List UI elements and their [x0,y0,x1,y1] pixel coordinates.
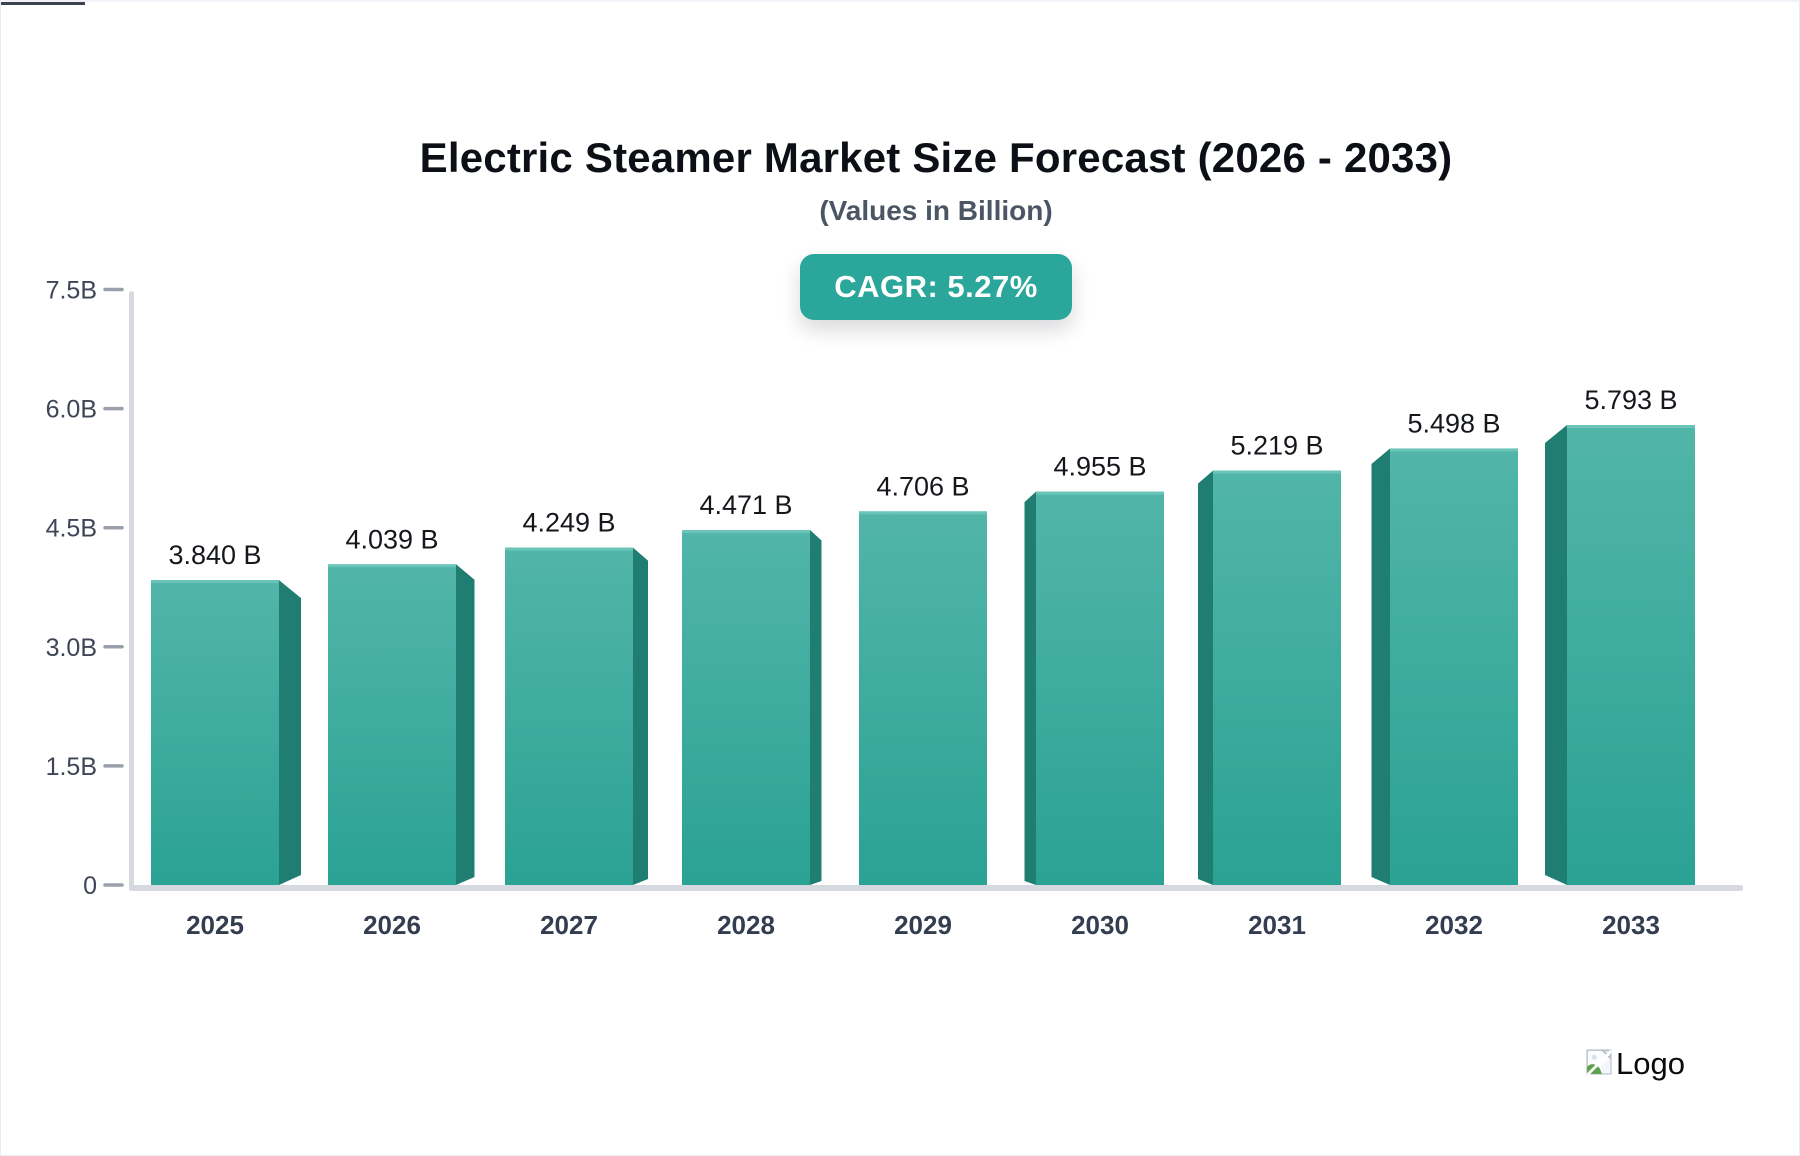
bar-side-face [810,530,822,885]
bar-top-edge [1567,425,1695,429]
x-tick-label: 2025 [186,910,244,940]
bar-top-edge [1213,470,1341,474]
x-tick-label: 2028 [717,910,775,940]
bar-top-edge [505,547,633,551]
y-tick-label: 3.0B [46,634,97,662]
x-tick-label: 2027 [540,910,598,940]
bar-value-label: 4.249 B [522,508,615,538]
y-tick-label: 0 [83,872,97,900]
y-tick-label: 7.5B [46,277,97,305]
broken-image-icon [1586,1049,1613,1076]
bar-value-label: 3.840 B [168,540,261,570]
bar [1213,470,1341,885]
bar [1390,448,1518,885]
x-tick-label: 2030 [1071,910,1129,940]
bar-side-face [633,547,648,885]
x-tick-label: 2026 [363,910,421,940]
bar-value-label: 4.706 B [876,471,969,501]
bar-value-label: 5.793 B [1584,385,1677,415]
bar-top-edge [859,511,987,515]
bar-value-label: 4.039 B [345,524,438,554]
bar-value-label: 5.219 B [1230,431,1323,461]
bar-value-label: 4.955 B [1053,452,1146,482]
bar-side-face [1198,470,1213,885]
bar [505,547,633,885]
bar-top-edge [151,580,279,584]
bar [151,580,279,885]
y-tick-label: 1.5B [46,753,97,781]
chart-title: Electric Steamer Market Size Forecast (2… [419,134,1453,181]
y-tick-label: 4.5B [46,515,97,543]
x-axis-baseline [129,885,1743,891]
chart-header: Electric Steamer Market Size Forecast (2… [71,2,1799,321]
bar [1036,491,1164,885]
bar [328,564,456,885]
chart-subtitle: (Values in Billion) [819,195,1053,227]
x-tick-label: 2032 [1425,910,1483,940]
y-axis-line [129,291,134,891]
bar-value-label: 4.471 B [699,490,792,520]
bar-side-face [456,564,475,885]
top-left-accent-line [1,2,85,5]
bar-side-face [1545,425,1567,885]
bar-top-edge [1036,491,1164,495]
x-tick-label: 2033 [1602,910,1660,940]
bar-value-label: 5.498 B [1407,408,1500,438]
bar-side-face [279,580,301,885]
x-tick-label: 2029 [894,910,952,940]
bar [682,530,810,885]
bar-top-edge [682,530,810,534]
bar-side-face [1371,448,1390,885]
y-tick-label: 6.0B [46,396,97,424]
logo-placeholder: Logo [1584,1042,1685,1086]
cagr-badge: CAGR: 5.27% [800,254,1072,321]
bar [1567,425,1695,885]
logo-alt-text: Logo [1616,1046,1685,1081]
bar-side-face [1024,491,1036,885]
x-tick-label: 2031 [1248,910,1306,940]
bar-top-edge [328,564,456,568]
bar [859,511,987,885]
bar-top-edge [1390,448,1518,452]
